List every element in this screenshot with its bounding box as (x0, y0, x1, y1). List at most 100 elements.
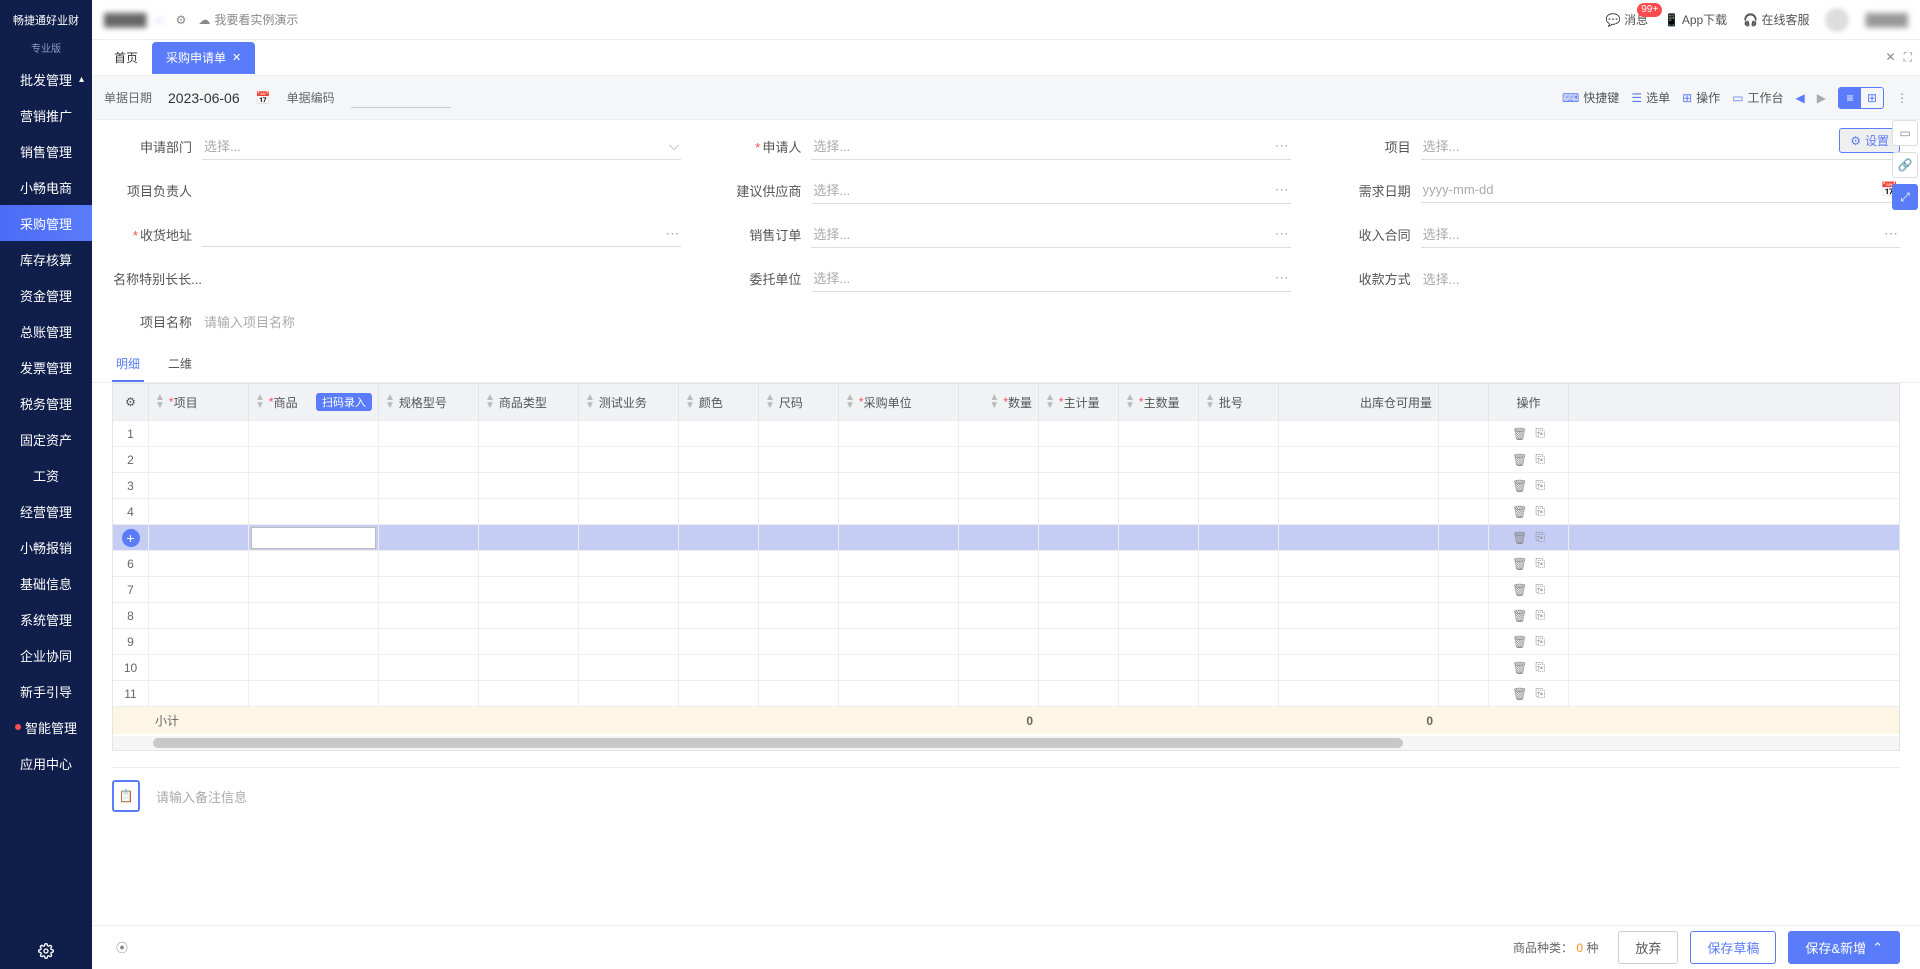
rail-btn-1[interactable]: ▭ (1892, 120, 1918, 146)
col-header-7[interactable]: ▲▼尺码 (759, 384, 839, 420)
select-input[interactable]: 选择...⋯ (811, 176, 1290, 204)
table-row[interactable]: + 🗑 ⎘ (113, 524, 1899, 550)
sidebar-item-19[interactable]: 应用中心 (0, 745, 92, 781)
messages-button[interactable]: 💬 消息 99+ (1606, 11, 1648, 28)
tab-1[interactable]: 采购申请单✕ (152, 42, 255, 74)
select-input[interactable]: 请输入项目名称 (202, 308, 681, 335)
rail-expand[interactable]: ⤢ (1892, 184, 1918, 210)
delete-icon[interactable]: 🗑 (1512, 557, 1527, 571)
delete-icon[interactable]: 🗑 (1512, 687, 1527, 701)
sidebar-item-16[interactable]: 企业协同 (0, 637, 92, 673)
add-row-button[interactable]: + (122, 529, 140, 547)
table-row[interactable]: 2🗑⎘ (113, 446, 1899, 472)
delete-icon[interactable]: 🗑 (1512, 609, 1527, 623)
save-new-button[interactable]: 保存&新增 ⌃ (1788, 931, 1900, 964)
view-list[interactable]: ≡ (1839, 88, 1861, 108)
col-header-0[interactable]: ⚙ (113, 384, 149, 420)
table-row[interactable]: 7🗑⎘ (113, 576, 1899, 602)
col-header-14[interactable] (1439, 384, 1489, 420)
sidebar-item-15[interactable]: 系统管理 (0, 601, 92, 637)
select-input[interactable]: 选择...⋯ (811, 220, 1290, 248)
tab-close-all[interactable]: ✕ (1886, 50, 1896, 65)
remarks-input[interactable]: 请输入备注信息 (156, 787, 1900, 806)
rail-attachment[interactable]: 🔗 (1892, 152, 1918, 178)
delete-icon[interactable]: 🗑 (1512, 583, 1527, 597)
col-header-12[interactable]: ▲▼批号 (1199, 384, 1279, 420)
copy-icon[interactable]: ⎘ (1535, 582, 1545, 597)
date-value[interactable]: 2023-06-06 (168, 90, 240, 106)
col-header-8[interactable]: ▲▼*采购单位 (839, 384, 959, 420)
col-header-1[interactable]: ▲▼*项目 (149, 384, 249, 420)
table-row[interactable]: 1🗑⎘ (113, 420, 1899, 446)
sidebar-item-0[interactable]: 批发管理▴ (0, 61, 92, 97)
table-row[interactable]: 6🗑⎘ (113, 550, 1899, 576)
sidebar-item-18[interactable]: 智能管理 (0, 709, 92, 745)
code-input[interactable] (351, 88, 451, 108)
copy-icon[interactable]: ⎘ (1535, 478, 1545, 493)
select-input[interactable]: 选择...⌵ (202, 132, 681, 160)
col-header-6[interactable]: ▲▼颜色 (679, 384, 759, 420)
customer-service-button[interactable]: 🎧 在线客服 (1743, 11, 1809, 28)
username[interactable]: █████ (1865, 13, 1908, 27)
sidebar-item-8[interactable]: 发票管理 (0, 349, 92, 385)
copy-icon[interactable]: ⎘ (1535, 504, 1545, 519)
delete-icon[interactable]: 🗑 (1512, 635, 1527, 649)
select-input[interactable]: ⋯ (202, 221, 681, 247)
h-scrollbar[interactable] (113, 736, 1899, 750)
gear-icon[interactable]: ⚙ (176, 13, 187, 27)
col-header-5[interactable]: ▲▼测试业务 (579, 384, 679, 420)
sidebar-item-7[interactable]: 总账管理 (0, 313, 92, 349)
table-row[interactable]: 3🗑⎘ (113, 472, 1899, 498)
view-card[interactable]: ⊞ (1861, 88, 1883, 108)
nav-prev-icon[interactable]: ◀ (1796, 91, 1805, 105)
table-row[interactable]: 9🗑⎘ (113, 628, 1899, 654)
sidebar-item-13[interactable]: 小畅报销 (0, 529, 92, 565)
sidebar-item-6[interactable]: 资金管理 (0, 277, 92, 313)
sidebar-item-17[interactable]: 新手引导 (0, 673, 92, 709)
workbench-button[interactable]: ▭工作台 (1732, 89, 1783, 106)
operations-button[interactable]: ⊞操作 (1682, 89, 1720, 106)
discard-button[interactable]: 放弃 (1618, 931, 1678, 964)
toggle-icon[interactable]: ⦿ (116, 939, 128, 956)
delete-icon[interactable]: 🗑 (1512, 661, 1527, 675)
fullscreen-icon[interactable]: ⛶ (1904, 50, 1912, 65)
table-row[interactable]: 8🗑⎘ (113, 602, 1899, 628)
form-settings-button[interactable]: ⚙ 设置 (1839, 128, 1900, 153)
subtab-1[interactable]: 二维 (164, 347, 196, 382)
copy-icon[interactable]: ⎘ (1535, 608, 1545, 623)
delete-icon[interactable]: 🗑 (1512, 427, 1527, 441)
sidebar-settings[interactable] (0, 933, 92, 969)
copy-icon[interactable]: ⎘ (1535, 452, 1545, 467)
select-order-button[interactable]: ☰选单 (1631, 89, 1670, 106)
col-header-11[interactable]: ▲▼*主数量 (1119, 384, 1199, 420)
copy-icon[interactable]: ⎘ (1535, 660, 1545, 675)
copy-icon[interactable]: ⎘ (1535, 556, 1545, 571)
sidebar-item-9[interactable]: 税务管理 (0, 385, 92, 421)
copy-icon[interactable]: ⎘ (1535, 530, 1545, 545)
table-row[interactable]: 10🗑⎘ (113, 654, 1899, 680)
select-input[interactable]: 选择...⋯ (1421, 220, 1900, 248)
sidebar-item-5[interactable]: 库存核算 (0, 241, 92, 277)
calendar-icon[interactable]: 📅 (256, 91, 271, 105)
sidebar-item-10[interactable]: 固定资产 (0, 421, 92, 457)
select-input[interactable]: yyyy-mm-dd📅 (1421, 177, 1900, 203)
delete-icon[interactable]: 🗑 (1512, 479, 1527, 493)
tab-0[interactable]: 首页 (100, 42, 152, 74)
delete-icon[interactable]: 🗑 (1512, 531, 1527, 545)
copy-icon[interactable]: ⎘ (1535, 426, 1545, 441)
col-header-10[interactable]: ▲▼*主计量 (1039, 384, 1119, 420)
org-selector[interactable]: █████ ⌵ (104, 12, 164, 27)
app-download-button[interactable]: 📱 App下载 (1664, 11, 1727, 28)
col-header-2[interactable]: ▲▼*商品扫码录入 (249, 384, 379, 420)
demo-link[interactable]: ☁ 我要看实例演示 (198, 11, 298, 28)
select-input[interactable]: 选择...⋯ (811, 132, 1290, 160)
col-header-13[interactable]: 出库仓可用量 (1279, 384, 1439, 420)
delete-icon[interactable]: 🗑 (1512, 453, 1527, 467)
sidebar-item-12[interactable]: 经营管理 (0, 493, 92, 529)
table-row[interactable]: 11🗑⎘ (113, 680, 1899, 706)
save-draft-button[interactable]: 保存草稿 (1690, 931, 1776, 964)
select-input[interactable]: 选择... (1421, 265, 1900, 292)
col-header-15[interactable]: 操作 (1489, 384, 1569, 420)
select-input[interactable]: 选择...⋯ (1421, 132, 1900, 160)
shortcut-button[interactable]: ⌨快捷键 (1562, 89, 1619, 106)
